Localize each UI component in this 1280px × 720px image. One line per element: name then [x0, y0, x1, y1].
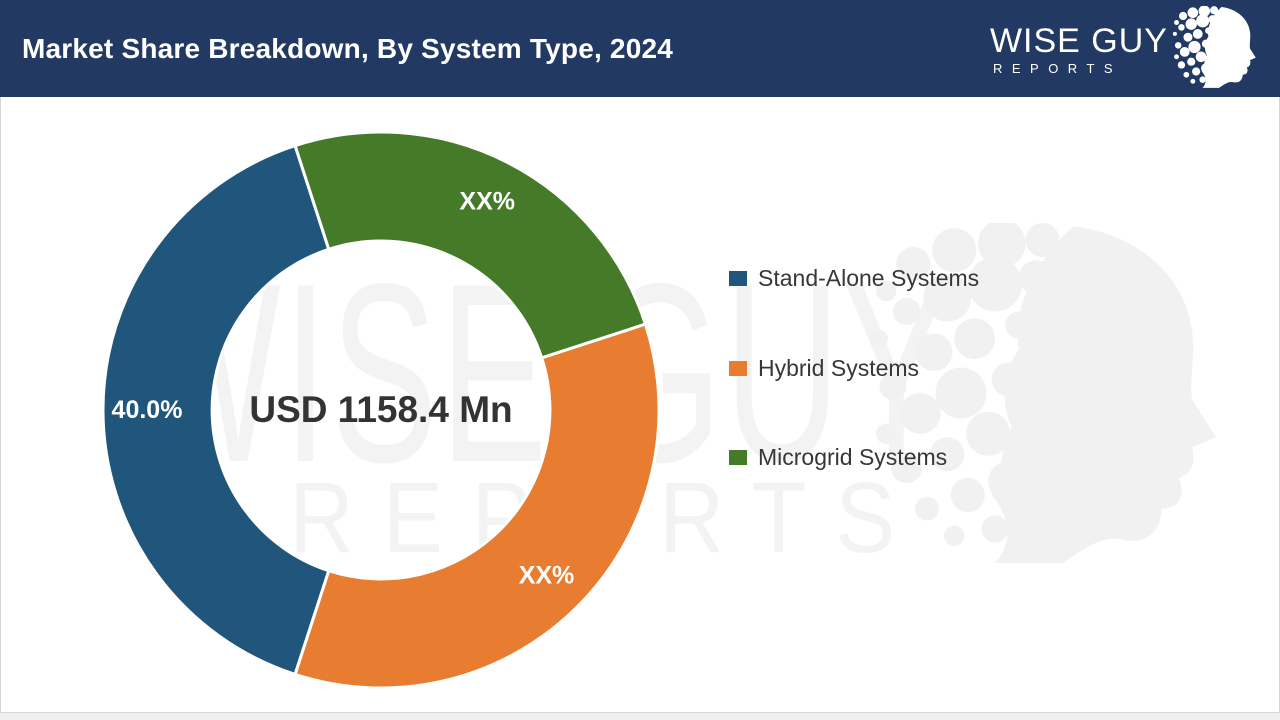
wise-guy-logo: WISE GUY REPORTS	[990, 4, 1268, 93]
face-profile-icon	[1172, 4, 1256, 88]
legend-item-hybrid-systems: Hybrid Systems	[729, 355, 979, 383]
chart-canvas: WISE GUY REPORTS 40.0%XX%XX% USD 1158.4 …	[0, 97, 1280, 713]
chart-center-value: USD 1158.4 Mn	[249, 389, 513, 430]
legend-item-microgrid-systems: Microgrid Systems	[729, 444, 979, 472]
watermark-face-icon	[859, 219, 1267, 568]
segment-label-stand-alone-systems: 40.0%	[112, 396, 183, 424]
legend-label-stand-alone-systems: Stand-Alone Systems	[758, 265, 980, 291]
logo-text: WISE GUY REPORTS	[990, 24, 1168, 75]
segment-label-microgrid-systems: XX%	[459, 188, 515, 216]
bottom-edge-strip	[0, 713, 1280, 720]
legend-swatch-stand-alone-systems	[729, 271, 747, 287]
legend-label-hybrid-systems: Hybrid Systems	[758, 354, 920, 381]
legend-label-microgrid-systems: Microgrid Systems	[758, 444, 948, 471]
segment-label-hybrid-systems: XX%	[519, 562, 575, 590]
logo-subtitle: REPORTS	[992, 60, 1123, 76]
legend-swatch-hybrid-systems	[729, 360, 747, 376]
logo-face-icon	[1170, 4, 1268, 93]
page-title: Market Share Breakdown, By System Type, …	[22, 32, 674, 64]
pie-segment-hybrid-systems	[293, 322, 661, 690]
legend-swatch-microgrid-systems	[729, 450, 747, 466]
chart-legend: Stand-Alone Systems Hybrid Systems Microgr…	[729, 265, 979, 472]
pie-segment-stand-alone-systems	[101, 144, 331, 676]
donut-chart: 40.0% XX% XX%	[101, 130, 661, 690]
logo-wordmark: WISE GUY	[989, 21, 1168, 60]
header-bar: Market Share Breakdown, By System Type, …	[0, 0, 1280, 97]
face-profile-icon	[870, 219, 1216, 563]
pie-segment-microgrid-systems	[293, 130, 647, 360]
legend-item-stand-alone-systems: Stand-Alone Systems	[729, 265, 979, 293]
